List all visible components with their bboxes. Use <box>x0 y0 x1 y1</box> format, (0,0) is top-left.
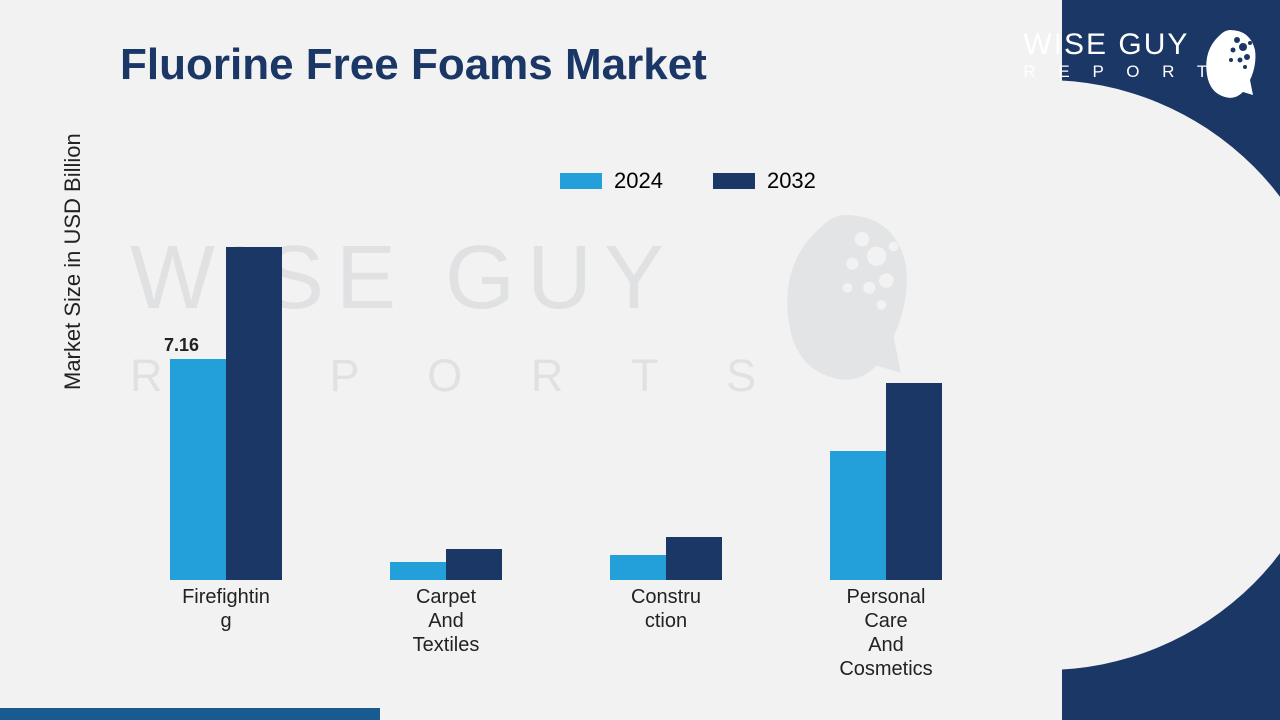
bar-group <box>390 549 502 580</box>
legend-swatch <box>713 173 755 189</box>
bar-group <box>830 383 942 580</box>
x-axis-category-label: Firefighting <box>166 585 286 633</box>
x-axis-labels: Firefighting CarpetAndTextiles Constructio… <box>130 585 1000 705</box>
bar <box>666 537 722 580</box>
legend-swatch <box>560 173 602 189</box>
bar-data-label: 7.16 <box>164 335 199 356</box>
brand-logo: WISE GUY R E P O R T S <box>1023 30 1250 82</box>
bar <box>830 451 886 581</box>
legend-item-2032: 2032 <box>713 168 816 194</box>
bar <box>226 247 282 580</box>
logo-head-icon <box>1195 25 1265 105</box>
bar <box>610 555 666 580</box>
legend-item-2024: 2024 <box>560 168 663 194</box>
x-axis-category-label: CarpetAndTextiles <box>386 585 506 657</box>
y-axis-label: Market Size in USD Billion <box>60 133 86 390</box>
legend-label: 2024 <box>614 168 663 194</box>
bar-group <box>610 537 722 580</box>
bar <box>390 562 446 581</box>
bar: 7.16 <box>170 359 226 580</box>
bar <box>446 549 502 580</box>
chart-legend: 2024 2032 <box>560 168 816 194</box>
chart-plot-area: 7.16 <box>130 210 1000 580</box>
bar-group: 7.16 <box>170 247 282 580</box>
legend-label: 2032 <box>767 168 816 194</box>
x-axis-category-label: PersonalCareAndCosmetics <box>826 585 946 681</box>
chart-title: Fluorine Free Foams Market <box>120 40 707 90</box>
bottom-accent-bar <box>0 708 380 720</box>
bar <box>886 383 942 580</box>
x-axis-category-label: Construction <box>606 585 726 633</box>
